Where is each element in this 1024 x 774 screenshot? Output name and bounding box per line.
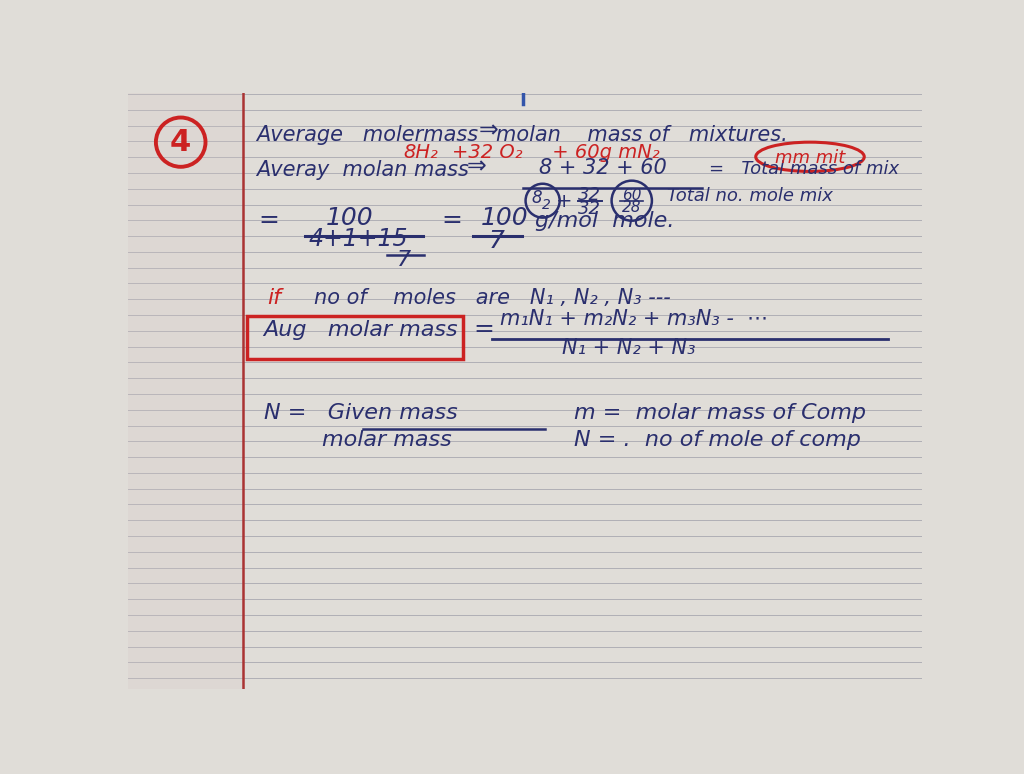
Text: 2: 2 [542,198,551,212]
Text: if: if [267,288,282,308]
Text: 4+1+15: 4+1+15 [308,227,409,251]
Text: 32: 32 [578,200,601,218]
Text: molar mass: molar mass [322,430,452,450]
Text: N₁ + N₂ + N₃: N₁ + N₂ + N₃ [562,338,695,358]
Text: Total no. mole mix: Total no. mole mix [667,187,833,205]
Text: 4: 4 [170,128,191,156]
Text: N = .  no of mole of comp: N = . no of mole of comp [573,430,860,450]
Text: + 60g mN₂: + 60g mN₂ [547,142,660,162]
Text: m =  molar mass of Comp: m = molar mass of Comp [573,403,865,423]
Text: 32: 32 [578,187,601,204]
Text: 28: 28 [622,200,641,215]
Text: N =   Given mass: N = Given mass [263,403,458,423]
Text: 100: 100 [326,206,374,230]
Text: Average   molermass: Average molermass [256,125,478,145]
FancyBboxPatch shape [128,93,243,689]
Text: 7: 7 [397,250,411,270]
Text: Averay  molan mass: Averay molan mass [256,160,469,180]
Text: =: = [442,208,463,232]
Text: 8 + 32 + 60: 8 + 32 + 60 [539,159,667,179]
Text: m₁N₁ + m₂N₂ + m₃N₃ -  ⋯: m₁N₁ + m₂N₂ + m₃N₃ - ⋯ [500,310,768,330]
Text: +32 O₂: +32 O₂ [452,142,522,162]
Text: 60: 60 [622,188,641,203]
Text: 100: 100 [480,206,528,230]
Text: =   Total mass of mix: = Total mass of mix [710,160,899,179]
Text: 8H₂: 8H₂ [403,142,438,162]
Text: molan    mass of   mixtures.: molan mass of mixtures. [496,125,787,145]
Text: =: = [473,317,494,341]
Text: g/mol  mole.: g/mol mole. [535,211,675,231]
Text: ⇒: ⇒ [467,155,486,179]
Text: mm mit: mm mit [775,149,845,166]
Text: Aug   molar mass: Aug molar mass [263,320,459,341]
Text: no of    moles   are   N₁ , N₂ , N₃ ---: no of moles are N₁ , N₂ , N₃ --- [314,288,671,308]
Text: 7: 7 [488,228,504,252]
Text: ⇒: ⇒ [479,118,499,142]
Text: =: = [258,208,280,232]
Text: +: + [556,192,572,211]
Text: 8: 8 [531,189,543,207]
